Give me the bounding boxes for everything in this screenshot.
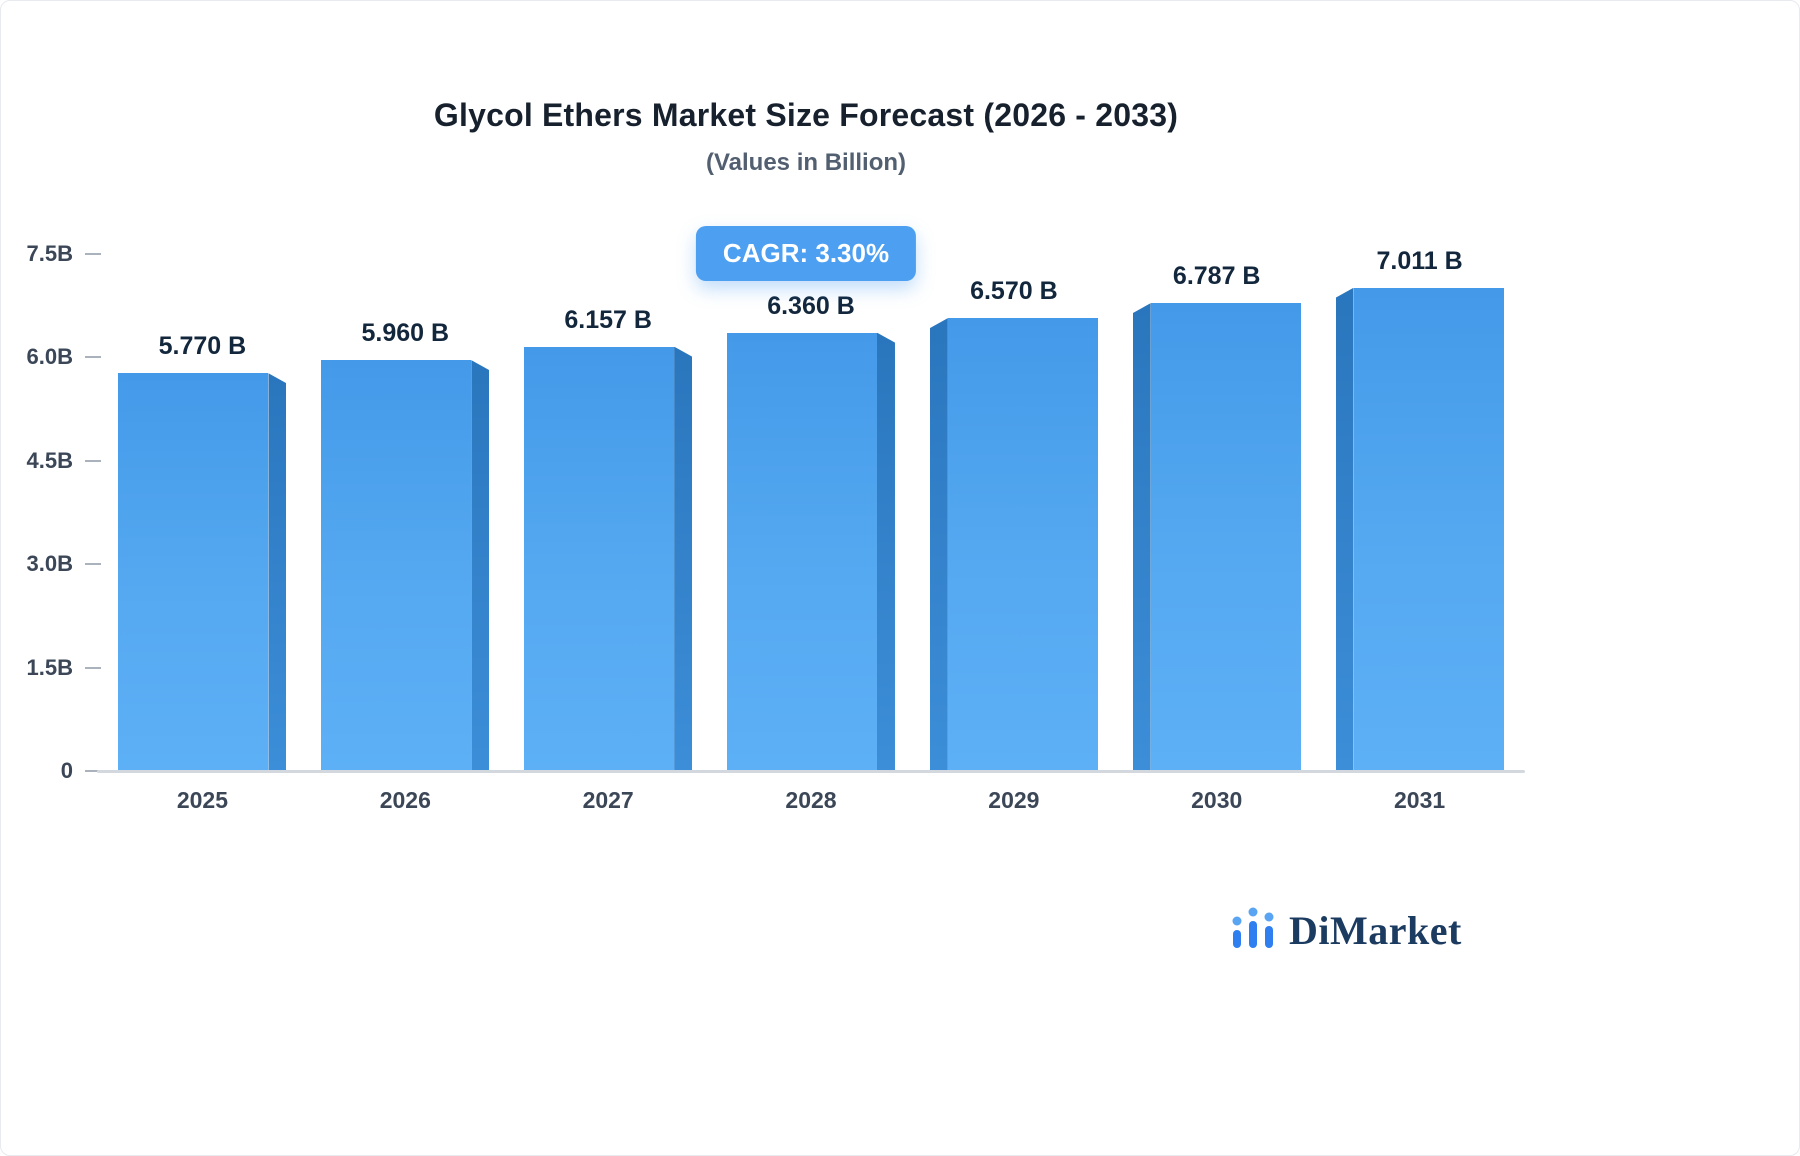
bar: 7.011 B bbox=[1335, 247, 1504, 771]
bar-face bbox=[1150, 303, 1301, 771]
chart-title: Glycol Ethers Market Size Forecast (2026… bbox=[433, 97, 1179, 133]
bar-side-shade bbox=[268, 373, 287, 771]
y-tick-mark bbox=[85, 563, 101, 566]
y-tick: 3.0B bbox=[27, 551, 101, 577]
bar-value-label: 6.360 B bbox=[767, 291, 855, 320]
bar-side-shade bbox=[1335, 287, 1354, 771]
bar: 6.157 B bbox=[524, 306, 693, 771]
chart-subtitle: (Values in Billion) bbox=[705, 149, 907, 176]
bar-value-label: 6.157 B bbox=[564, 305, 652, 334]
y-tick: 0 bbox=[61, 758, 101, 784]
y-tick: 4.5B bbox=[27, 448, 101, 474]
bar-side-shade bbox=[471, 360, 490, 771]
bar-face bbox=[321, 360, 472, 771]
bar-side-shade bbox=[674, 346, 693, 771]
x-tick-label: 2025 bbox=[176, 787, 229, 813]
brand-logo-text: DiMarket bbox=[1289, 908, 1462, 953]
x-tick-label: 2027 bbox=[582, 787, 634, 813]
y-tick-mark bbox=[85, 666, 101, 669]
y-tick-label: 0 bbox=[60, 758, 73, 783]
bar-group: 6.360 B bbox=[710, 254, 913, 771]
bar-group: 6.157 B bbox=[507, 254, 710, 771]
bar-side-shade bbox=[1132, 303, 1151, 771]
bar-value-label: 5.770 B bbox=[158, 332, 247, 361]
y-tick-mark bbox=[85, 459, 101, 462]
bar-face bbox=[947, 318, 1098, 771]
x-axis: 2025 2026 2027 2028 2029 2030 2031 bbox=[101, 787, 1521, 814]
y-tick-label: 3.0B bbox=[26, 551, 73, 577]
y-tick-label: 6.0B bbox=[26, 344, 73, 370]
y-tick-label: 4.5B bbox=[26, 447, 73, 473]
bar-group: 6.787 B bbox=[1115, 254, 1318, 771]
bar-group: 6.570 B bbox=[912, 254, 1115, 771]
brand-logo: DiMarket bbox=[1229, 904, 1462, 957]
bar-group: 5.960 B bbox=[304, 254, 507, 771]
x-tick-label: 2029 bbox=[988, 787, 1040, 813]
y-tick-label: 7.5B bbox=[26, 241, 73, 266]
y-axis: 0 1.5B 3.0B 4.5B 6.0B 7.5B bbox=[1, 241, 101, 783]
y-tick-label: 1.5B bbox=[26, 654, 73, 680]
bar: 6.360 B bbox=[726, 292, 895, 771]
x-tick-label: 2026 bbox=[379, 787, 431, 813]
bar-face bbox=[118, 373, 269, 771]
plot-area: 5.770 B 5.960 B 6.157 B 6.360 B 6.570 B 6.787… bbox=[101, 247, 1521, 771]
y-tick-mark bbox=[85, 770, 101, 772]
y-tick: 6.0B bbox=[27, 344, 101, 370]
bar-face bbox=[524, 346, 675, 771]
bar: 6.787 B bbox=[1132, 262, 1301, 771]
bar-chart-logo-icon bbox=[1229, 904, 1277, 957]
bar: 5.770 B bbox=[118, 332, 287, 771]
x-axis-line bbox=[97, 770, 1525, 773]
bar-group: 5.770 B bbox=[101, 254, 304, 771]
x-tick-label: 2030 bbox=[1191, 787, 1243, 813]
cagr-badge: CAGR: 3.30% bbox=[695, 226, 917, 281]
bar-value-label: 6.787 B bbox=[1172, 262, 1261, 291]
bar-side-shade bbox=[929, 318, 948, 771]
bar-face bbox=[726, 332, 877, 771]
bar: 5.960 B bbox=[321, 319, 490, 771]
y-tick-mark bbox=[85, 356, 101, 359]
x-tick-label: 2031 bbox=[1394, 787, 1446, 813]
y-tick: 1.5B bbox=[27, 655, 101, 681]
x-tick-label: 2028 bbox=[785, 787, 837, 813]
bar-group: 7.011 B bbox=[1318, 247, 1521, 771]
bar: 6.570 B bbox=[929, 277, 1098, 771]
bar-side-shade bbox=[876, 332, 895, 771]
y-tick-mark bbox=[85, 253, 101, 255]
bar-value-label: 7.011 B bbox=[1376, 246, 1463, 275]
bar-face bbox=[1353, 287, 1504, 771]
bar-value-label: 6.570 B bbox=[970, 277, 1058, 306]
bar-value-label: 5.960 B bbox=[361, 319, 450, 348]
y-tick: 7.5B bbox=[27, 241, 101, 267]
